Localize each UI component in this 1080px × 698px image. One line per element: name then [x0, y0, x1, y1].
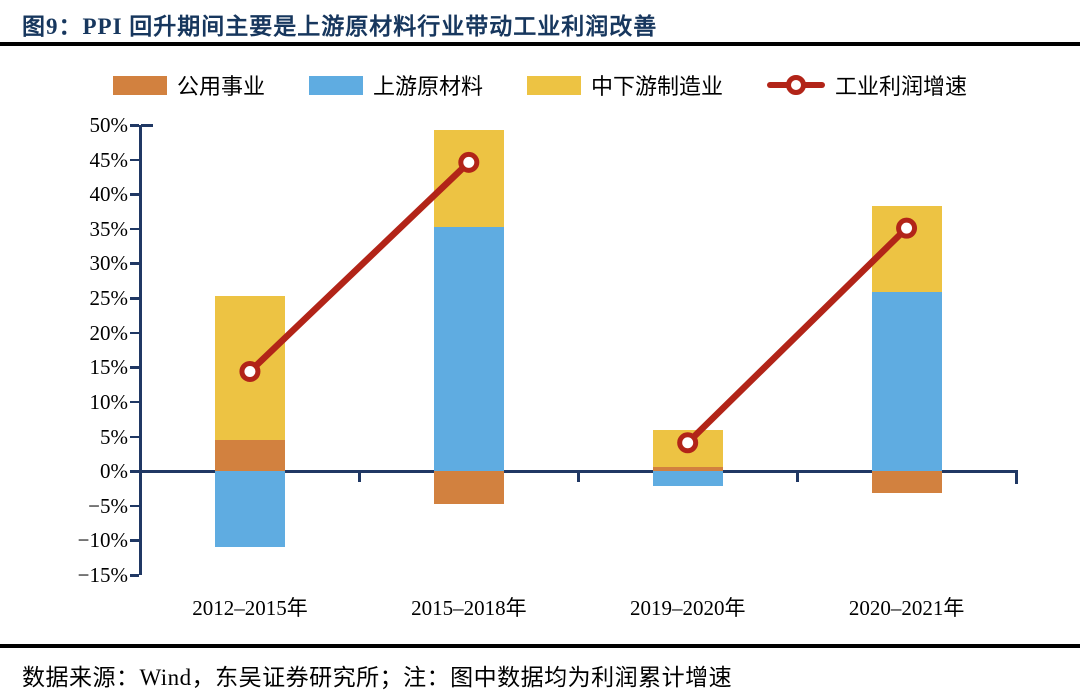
x-category-label: 2012–2015年 [192, 596, 308, 620]
title-divider-rule [0, 42, 1080, 46]
y-axis-tick [130, 539, 139, 542]
legend-label: 公用事业 [176, 74, 265, 99]
bar-segment [871, 471, 942, 494]
bar-segment [871, 291, 942, 472]
y-axis-tick [130, 193, 139, 196]
y-axis-tick [130, 470, 139, 473]
legend-item: 上游原材料 [308, 69, 483, 101]
x-category-label: 2020–2021年 [848, 596, 965, 620]
y-axis-top-hook [140, 124, 153, 127]
legend-item: 工业利润增速 [767, 69, 967, 101]
legend-swatch-icon [112, 75, 167, 95]
y-axis-tick [130, 366, 139, 369]
bar-segment [652, 467, 723, 472]
y-tick-label: 10% [89, 389, 129, 414]
x-axis-tick [358, 472, 361, 482]
y-tick-label: 15% [89, 355, 129, 380]
legend-swatch-icon [308, 75, 363, 95]
x-axis-tick [796, 472, 799, 482]
y-axis-tick [130, 504, 139, 508]
x-axis-zero-line [139, 469, 1018, 473]
legend-label: 上游原材料 [372, 74, 483, 99]
bar-segment [652, 430, 723, 467]
y-tick-label: 25% [89, 286, 129, 311]
footer-divider-rule [0, 644, 1080, 648]
y-axis-tick [130, 227, 139, 231]
y-axis-tick [130, 297, 139, 300]
y-axis-tick [130, 400, 139, 404]
y-axis-tick [130, 331, 139, 335]
legend-label: 工业利润增速 [835, 74, 968, 99]
y-tick-label: 45% [89, 147, 129, 172]
y-tick-label: 35% [89, 216, 129, 241]
y-axis-tick [130, 158, 139, 162]
bar-segment [871, 206, 942, 292]
bar-segment [214, 440, 285, 472]
bar-segment [433, 471, 504, 504]
y-tick-label: 0% [100, 459, 128, 484]
legend-item: 中下游制造业 [527, 69, 723, 101]
legend-line-marker-icon [767, 74, 826, 96]
legend-line-circle [786, 75, 807, 95]
y-tick-label: −10% [77, 528, 128, 553]
bar-segment [214, 471, 285, 548]
x-category-label: 2015–2018年 [411, 596, 527, 620]
x-category-label: 2019–2020年 [629, 596, 746, 620]
y-tick-label: −5% [88, 493, 128, 518]
legend-swatch-icon [527, 75, 581, 95]
figure-title: 图9：PPI 回升期间主要是上游原材料行业带动工业利润改善 [22, 14, 658, 39]
x-axis-end-hook [1014, 471, 1018, 485]
y-axis-line [139, 125, 142, 575]
legend-item: 公用事业 [112, 69, 265, 101]
y-axis-tick [130, 435, 139, 439]
bar-segment [652, 471, 723, 486]
y-tick-label: 50% [89, 113, 129, 137]
source-note: 数据来源：Wind，东吴证券研究所；注：图中数据均为利润累计增速 [22, 665, 733, 690]
x-axis-tick [577, 472, 580, 482]
y-axis-tick [130, 124, 139, 127]
y-tick-label: 40% [89, 182, 129, 207]
y-tick-label: 30% [89, 251, 129, 276]
chart-legend: 公用事业 上游原材料 中下游制造业 工业利润增速 [0, 70, 1080, 100]
y-tick-label: 20% [89, 320, 129, 345]
y-axis-tick [130, 574, 139, 577]
bar-segment [433, 227, 504, 472]
bar-segment [433, 129, 504, 228]
y-axis-tick [130, 262, 139, 265]
y-tick-label: 5% [100, 424, 128, 449]
legend-label: 中下游制造业 [591, 74, 724, 99]
bar-segment [214, 296, 285, 440]
y-tick-label: −15% [77, 563, 128, 587]
